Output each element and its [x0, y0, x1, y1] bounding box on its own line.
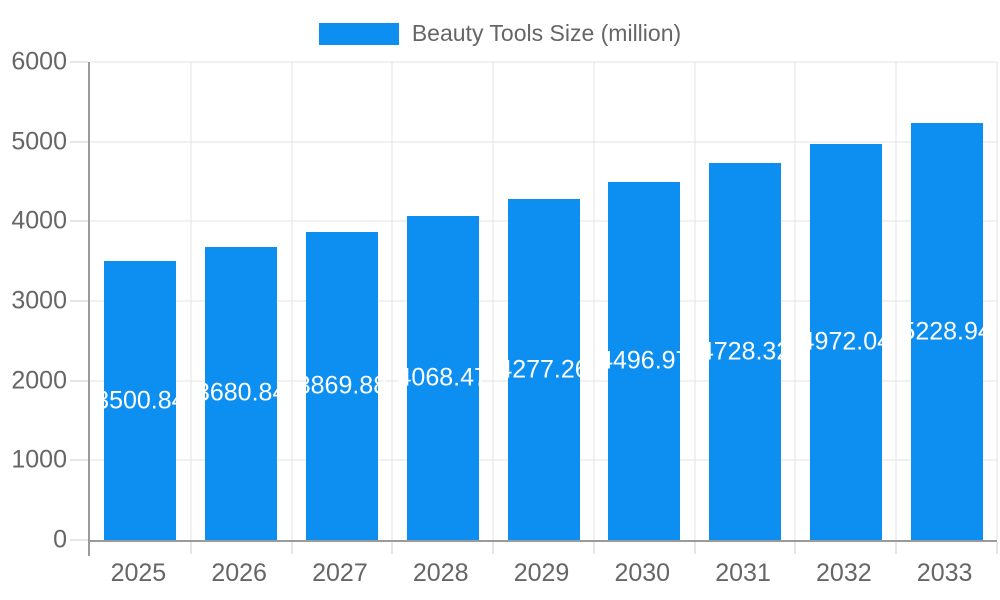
gridline-vertical: [492, 62, 494, 540]
gridline-vertical: [391, 62, 393, 540]
gridline-vertical: [694, 62, 696, 540]
bar-value-label: 4496.97: [599, 346, 690, 375]
gridline-vertical: [190, 62, 192, 540]
x-axis-tick-label: 2025: [110, 559, 167, 587]
x-axis-tick: [895, 542, 897, 554]
gridline-horizontal: [90, 141, 997, 143]
gridline-horizontal: [90, 61, 997, 63]
x-axis-tick: [190, 542, 192, 554]
bar-value-label: 4277.26: [498, 355, 589, 384]
bar-value-label: 4972.04: [800, 327, 892, 356]
gridline-vertical: [794, 62, 796, 540]
y-axis-tick: [70, 539, 88, 541]
x-axis-tick-label: 2033: [916, 559, 973, 587]
gridline-vertical: [593, 62, 595, 540]
y-axis-tick-label: 0: [53, 525, 67, 554]
x-axis-tick-label: 2026: [211, 559, 267, 587]
x-axis-tick-label: 2027: [312, 559, 368, 587]
bar[interactable]: 4277.26: [498, 199, 589, 540]
y-axis-tick: [70, 459, 88, 461]
y-axis-tick: [70, 220, 88, 222]
x-axis-tick: [593, 542, 595, 554]
x-axis-tick: [291, 542, 293, 554]
y-axis-tick-label: 6000: [11, 47, 67, 76]
y-axis-tick-label: 5000: [11, 127, 67, 156]
bar[interactable]: 3500.84: [95, 261, 186, 540]
y-axis-tick-label: 1000: [11, 445, 67, 474]
gridline-vertical: [291, 62, 293, 540]
bar-value-label: 3680.84: [195, 378, 287, 407]
bar-value-label: 5228.94: [901, 317, 992, 346]
bar[interactable]: 4728.32: [700, 163, 790, 540]
y-axis-tick: [70, 141, 88, 143]
gridline-vertical: [895, 62, 897, 540]
gridline-vertical: [996, 62, 998, 540]
x-axis-tick-label: 2028: [412, 559, 469, 587]
y-axis-tick-label: 3000: [11, 286, 67, 315]
bar[interactable]: 3680.84: [196, 246, 286, 540]
bar[interactable]: 4068.47: [398, 215, 488, 540]
x-axis-tick: [794, 542, 796, 554]
plot-area: 3500.84 3680.84 3869.88 4068.47 4277.26 4496.…: [70, 61, 998, 556]
x-axis-tick: [996, 542, 998, 554]
x-axis-tick: [694, 542, 696, 554]
x-axis-tick: [391, 542, 393, 554]
bar-value-label: 3869.88: [296, 371, 388, 400]
legend-label: Beauty Tools Size (million): [411, 20, 682, 46]
y-axis-tick: [70, 380, 88, 382]
legend-swatch: [318, 22, 399, 45]
bar-value-label: 3500.84: [95, 386, 186, 415]
y-axis-tick-label: 2000: [11, 366, 67, 395]
y-axis-tick: [70, 61, 88, 63]
y-axis-tick-label: 4000: [11, 206, 67, 235]
x-axis-tick-label: 2032: [816, 559, 872, 587]
x-axis-tick-label: 2031: [715, 559, 771, 587]
bar-value-label: 4068.47: [397, 363, 488, 392]
y-axis: 0 1000 2000 3000 4000 5000 6000: [0, 49, 67, 552]
bar[interactable]: 3869.88: [297, 231, 387, 540]
bar-value-label: 4728.32: [699, 337, 791, 366]
x-axis-tick-label: 2030: [614, 559, 671, 587]
y-axis-tick: [70, 300, 88, 302]
x-axis-tick: [492, 542, 494, 554]
legend-item[interactable]: Beauty Tools Size (million): [0, 20, 1000, 47]
x-axis-tick-label: 2029: [513, 559, 570, 587]
x-axis: 2025 2026 2027 2028 2029 2030 2031 2032 2033: [88, 558, 995, 592]
x-axis-origin-tick: [88, 542, 90, 556]
bar[interactable]: 4972.04: [801, 143, 891, 540]
bar[interactable]: 5228.94: [901, 123, 992, 540]
bar[interactable]: 4496.97: [599, 181, 689, 540]
